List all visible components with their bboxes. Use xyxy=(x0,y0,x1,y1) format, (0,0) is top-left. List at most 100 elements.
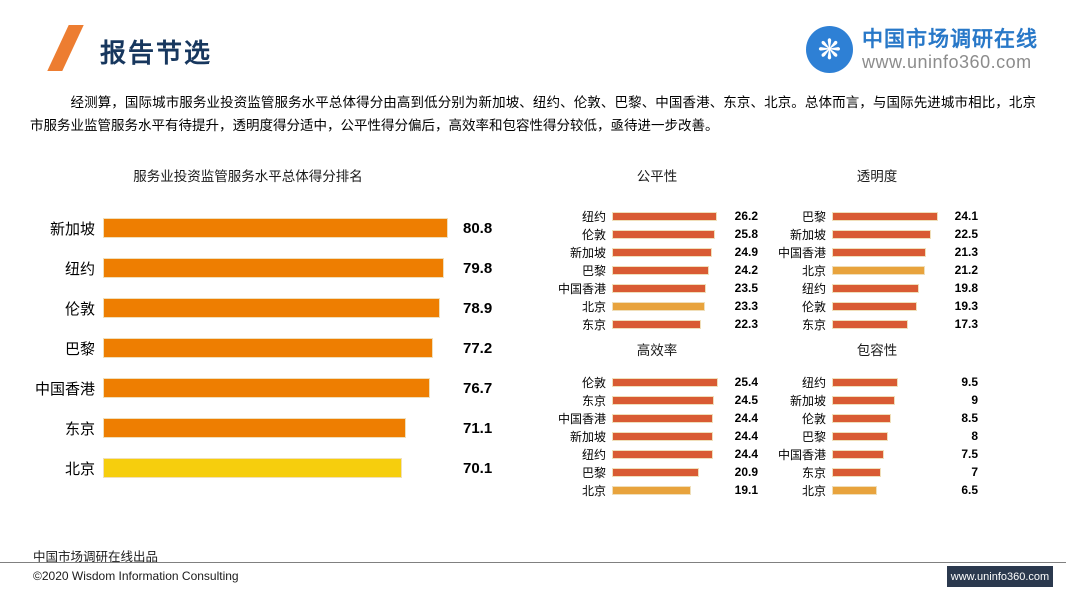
bar-value: 9 xyxy=(971,393,978,407)
bar-track xyxy=(832,211,940,221)
bar-track xyxy=(103,458,453,478)
bar-track xyxy=(612,449,720,459)
chart-row: 伦敦 8.5 xyxy=(776,409,978,427)
bar xyxy=(612,283,706,293)
chart-row: 巴黎 24.2 xyxy=(556,261,758,279)
bar xyxy=(832,283,920,293)
bar xyxy=(103,378,431,398)
bar-category-label: 纽约 xyxy=(801,375,826,390)
chart-row: 东京 17.3 xyxy=(776,315,978,333)
bar-category-label: 纽约 xyxy=(801,281,826,296)
bar-category-label: 伦敦 xyxy=(581,375,606,390)
bar-value: 71.1 xyxy=(463,419,493,437)
bar-value: 22.5 xyxy=(954,227,978,241)
bar-value: 80.8 xyxy=(463,219,493,237)
bar-category-label: 北京 xyxy=(581,299,606,314)
bar-category-label: 北京 xyxy=(801,483,826,498)
bar-category-label: 北京 xyxy=(801,263,826,278)
bar-track xyxy=(832,247,940,257)
bar-category-label: 巴黎 xyxy=(581,465,606,480)
bar-track xyxy=(612,413,720,423)
chart-row: 巴黎 24.1 xyxy=(776,207,978,225)
bar-track xyxy=(832,413,940,423)
chart-transparency: 透明度 巴黎 24.1 新加坡 22.5 中国香港 21.3 北京 21.2 纽约 19.8 伦敦 1… xyxy=(776,168,978,333)
chart-inclusiveness: 包容性 纽约 9.5 新加坡 9 伦敦 8.5 巴黎 8 中国香港 7.5 东京 7 北京 6.5 xyxy=(776,342,978,499)
bar-value: 23.3 xyxy=(734,299,758,313)
logo-url: www.uninfo360.com xyxy=(862,52,1032,72)
bar-track xyxy=(103,298,453,318)
bar-category-label: 中国香港 xyxy=(557,411,606,426)
chart-row: 北京 19.1 xyxy=(556,481,758,499)
bar xyxy=(612,211,717,221)
bar-track xyxy=(832,265,940,275)
bar-category-label: 北京 xyxy=(64,460,95,478)
bar-track xyxy=(103,418,453,438)
bar-category-label: 纽约 xyxy=(581,447,606,462)
chart-body: 纽约 9.5 新加坡 9 伦敦 8.5 巴黎 8 中国香港 7.5 东京 7 北京 6.5 xyxy=(776,373,978,499)
chart-row: 北京 70.1 xyxy=(33,448,520,488)
bar xyxy=(103,218,448,238)
intro-paragraph: 经测算，国际城市服务业投资监管服务水平总体得分由高到低分别为新加坡、纽约、伦敦、… xyxy=(30,95,1036,133)
bar-value: 17.3 xyxy=(954,317,978,331)
chart-row: 新加坡 24.9 xyxy=(556,243,758,261)
bar-category-label: 东京 xyxy=(801,465,826,480)
bar-category-label: 东京 xyxy=(581,393,606,408)
bar-track xyxy=(832,229,940,239)
bar-track xyxy=(103,378,453,398)
bar-value: 8 xyxy=(971,429,978,443)
bar-value: 26.2 xyxy=(734,209,758,223)
bar-category-label: 巴黎 xyxy=(581,263,606,278)
chart-title: 包容性 xyxy=(856,343,898,358)
chart-row: 北京 6.5 xyxy=(776,481,978,499)
chart-row: 东京 22.3 xyxy=(556,315,758,333)
bar xyxy=(612,265,709,275)
bar-track xyxy=(612,265,720,275)
chart-efficiency: 高效率 伦敦 25.4 东京 24.5 中国香港 24.4 新加坡 24.4 纽约 24.4 巴黎 2… xyxy=(556,342,758,499)
bar-value: 6.5 xyxy=(961,483,978,497)
bar-category-label: 伦敦 xyxy=(581,227,606,242)
chart-row: 东京 7 xyxy=(776,463,978,481)
bar-track xyxy=(612,431,720,441)
chart-row: 中国香港 23.5 xyxy=(556,279,758,297)
bar-category-label: 巴黎 xyxy=(801,209,826,224)
bar-track xyxy=(103,218,453,238)
bar-category-label: 纽约 xyxy=(64,260,95,278)
footer-url-badge[interactable]: www.uninfo360.com xyxy=(947,566,1053,587)
bar-value: 8.5 xyxy=(961,411,978,425)
bar xyxy=(103,258,444,278)
chart-row: 东京 71.1 xyxy=(33,408,520,448)
slash-accent-icon xyxy=(47,25,84,71)
chart-row: 巴黎 20.9 xyxy=(556,463,758,481)
page-title: 报告节选 xyxy=(100,38,213,68)
chart-title: 透明度 xyxy=(856,169,898,184)
bar-track xyxy=(832,377,940,387)
bar-track xyxy=(612,301,720,311)
bar xyxy=(832,319,909,329)
bar-value: 70.1 xyxy=(463,459,493,477)
bar-track xyxy=(832,301,940,311)
bar xyxy=(612,449,714,459)
bar-track xyxy=(612,319,720,329)
bar-value: 24.4 xyxy=(734,429,758,443)
bar-value: 24.4 xyxy=(734,447,758,461)
bar-value: 9.5 xyxy=(961,375,978,389)
bar-track xyxy=(612,395,720,405)
chart-row: 伦敦 78.9 xyxy=(33,288,520,328)
bar-track xyxy=(612,377,720,387)
bar-track xyxy=(832,431,940,441)
chart-row: 中国香港 7.5 xyxy=(776,445,978,463)
bar xyxy=(612,485,692,495)
chart-row: 新加坡 9 xyxy=(776,391,978,409)
bar-category-label: 东京 xyxy=(64,420,95,438)
bar-value: 21.2 xyxy=(954,263,978,277)
bar-value: 22.3 xyxy=(734,317,758,331)
bar xyxy=(612,377,718,387)
bar-value: 24.1 xyxy=(954,209,978,223)
chart-title: 公平性 xyxy=(636,169,678,184)
logo-brand-name: 中国市场调研在线 xyxy=(862,28,1038,51)
bar-track xyxy=(832,485,940,495)
site-logo[interactable]: ❋ 中国市场调研在线 www.uninfo360.com xyxy=(806,26,1038,73)
bar xyxy=(612,395,714,405)
logo-text: 中国市场调研在线 www.uninfo360.com xyxy=(862,27,1038,72)
bar-value: 78.9 xyxy=(463,299,493,317)
